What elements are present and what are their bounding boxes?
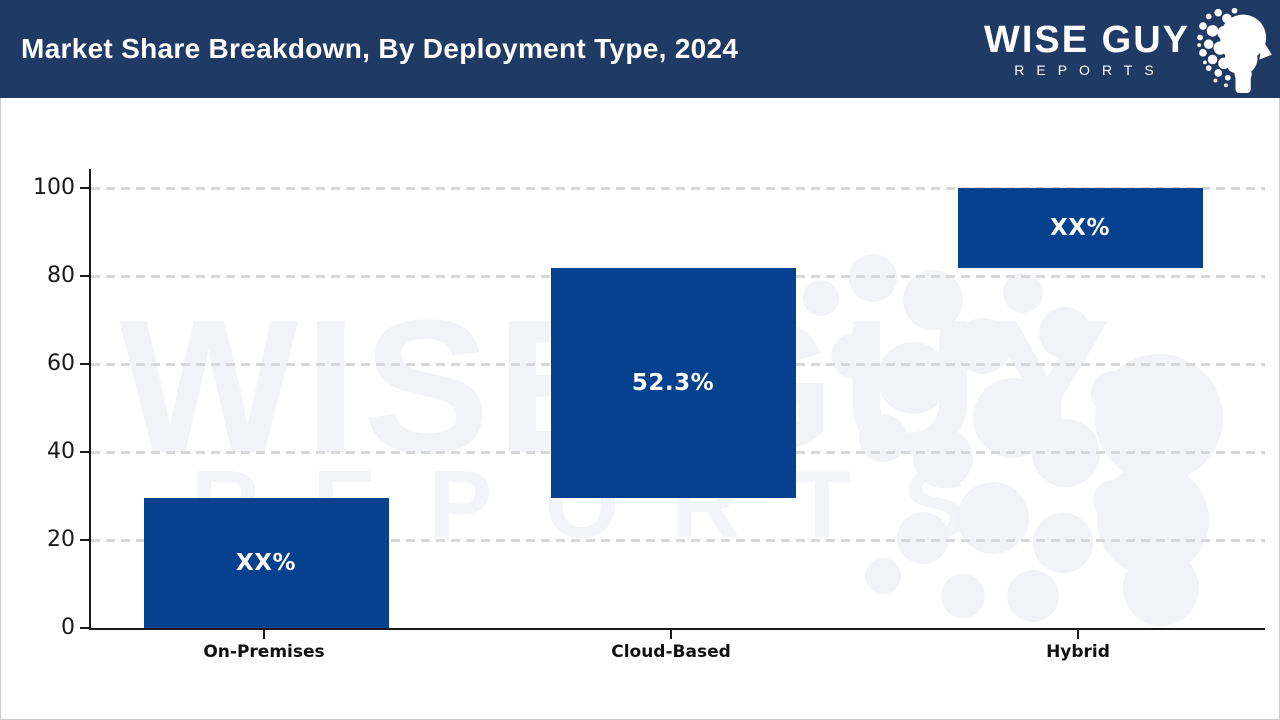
plot-area: XX% 52.3% XX% — [89, 169, 1265, 630]
logo-face-icon — [1197, 7, 1272, 93]
bar-cloud-based: 52.3% — [550, 268, 796, 499]
gridline-20 — [91, 538, 1265, 542]
y-tick-mark-60 — [80, 363, 89, 365]
y-tick-label-100: 100 — [33, 175, 75, 200]
y-tick-mark-80 — [80, 275, 89, 277]
logo-wordmark: WISE GUY — [983, 19, 1190, 61]
bar-value-label: XX% — [1049, 215, 1110, 242]
y-tick-mark-40 — [80, 451, 89, 453]
wise-guy-logo: WISE GUY REPORTS — [984, 4, 1272, 94]
bar-value-label: 52.3% — [631, 370, 715, 397]
x-tick-mark-1 — [670, 630, 672, 639]
y-tick-label-20: 20 — [47, 527, 75, 552]
y-tick-label-40: 40 — [47, 439, 75, 464]
bar-hybrid: XX% — [957, 188, 1203, 269]
y-tick-mark-0 — [80, 627, 89, 629]
logo-subtext: REPORTS — [1014, 62, 1166, 78]
x-tick-mark-0 — [263, 630, 265, 639]
logo-text: WISE GUY REPORTS — [984, 20, 1190, 78]
y-tick-mark-100 — [80, 187, 89, 189]
x-category-label-0: On-Premises — [203, 642, 325, 662]
watermark-face-icon — [803, 254, 1223, 626]
header-bar: Market Share Breakdown, By Deployment Ty… — [0, 0, 1280, 98]
chart-title: Market Share Breakdown, By Deployment Ty… — [21, 33, 739, 64]
bar-on-premises: XX% — [143, 498, 389, 628]
gridline-100 — [91, 186, 1265, 190]
chart-area: WISE GUY REPORTS XX%52.3%XX% 02040608010… — [1, 98, 1279, 719]
y-tick-label-0: 0 — [61, 615, 75, 640]
y-tick-mark-20 — [80, 539, 89, 541]
bar-value-label: XX% — [235, 550, 296, 577]
y-tick-label-60: 60 — [47, 351, 75, 376]
y-tick-label-80: 80 — [47, 263, 75, 288]
